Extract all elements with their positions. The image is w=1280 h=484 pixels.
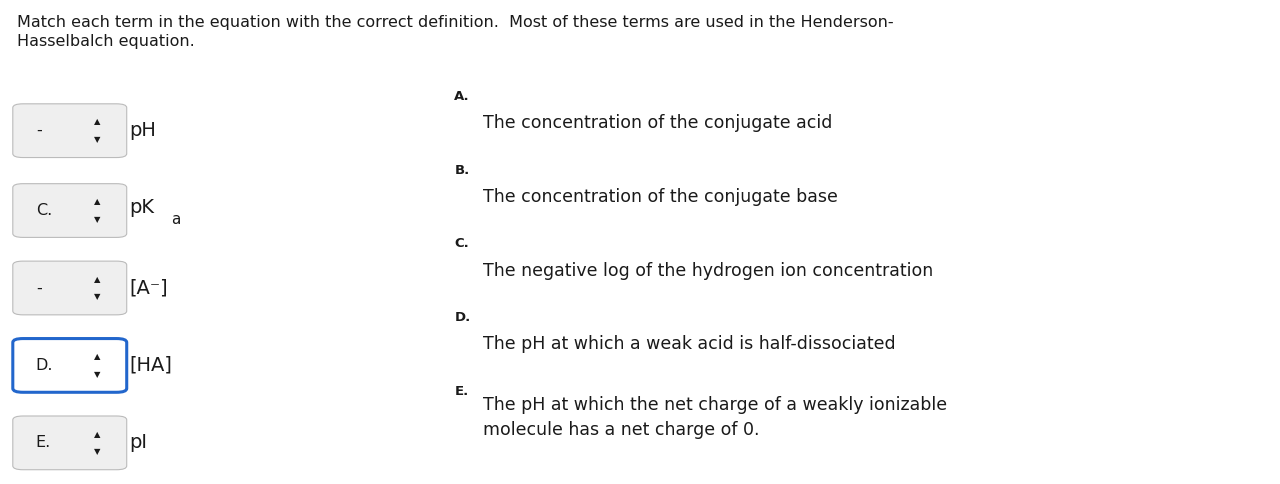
Text: Match each term in the equation with the correct definition.  Most of these term: Match each term in the equation with the… <box>17 15 893 49</box>
Text: [HA]: [HA] <box>129 356 172 375</box>
Text: ▲: ▲ <box>93 430 101 439</box>
Text: pK: pK <box>129 198 155 217</box>
FancyBboxPatch shape <box>13 416 127 469</box>
Text: C.: C. <box>36 203 52 218</box>
FancyBboxPatch shape <box>13 261 127 315</box>
FancyBboxPatch shape <box>13 184 127 238</box>
Text: D.: D. <box>36 358 54 373</box>
Text: ▲: ▲ <box>93 275 101 284</box>
Text: ▼: ▼ <box>93 447 101 456</box>
Text: E.: E. <box>36 436 51 450</box>
Text: ▲: ▲ <box>93 118 101 126</box>
Text: ▼: ▼ <box>93 215 101 224</box>
Text: A.: A. <box>454 91 470 103</box>
Text: ▲: ▲ <box>93 352 101 361</box>
Text: ▲: ▲ <box>93 197 101 206</box>
Text: The concentration of the conjugate base: The concentration of the conjugate base <box>483 188 837 206</box>
Text: The pH at which the net charge of a weakly ionizable
molecule has a net charge o: The pH at which the net charge of a weak… <box>483 396 947 439</box>
Text: -: - <box>36 281 41 295</box>
Text: The pH at which a weak acid is half-dissociated: The pH at which a weak acid is half-diss… <box>483 335 895 353</box>
FancyBboxPatch shape <box>13 104 127 158</box>
Text: [A⁻]: [A⁻] <box>129 278 168 298</box>
Text: ▼: ▼ <box>93 135 101 144</box>
Text: a: a <box>172 212 180 227</box>
Text: C.: C. <box>454 238 470 250</box>
FancyBboxPatch shape <box>13 339 127 392</box>
Text: ▼: ▼ <box>93 370 101 378</box>
Text: pH: pH <box>129 121 156 140</box>
Text: The concentration of the conjugate acid: The concentration of the conjugate acid <box>483 114 832 133</box>
Text: -: - <box>36 123 41 138</box>
Text: E.: E. <box>454 385 468 397</box>
Text: The negative log of the hydrogen ion concentration: The negative log of the hydrogen ion con… <box>483 261 933 280</box>
Text: D.: D. <box>454 311 471 324</box>
Text: B.: B. <box>454 164 470 177</box>
Text: pI: pI <box>129 433 147 453</box>
Text: ▼: ▼ <box>93 292 101 301</box>
